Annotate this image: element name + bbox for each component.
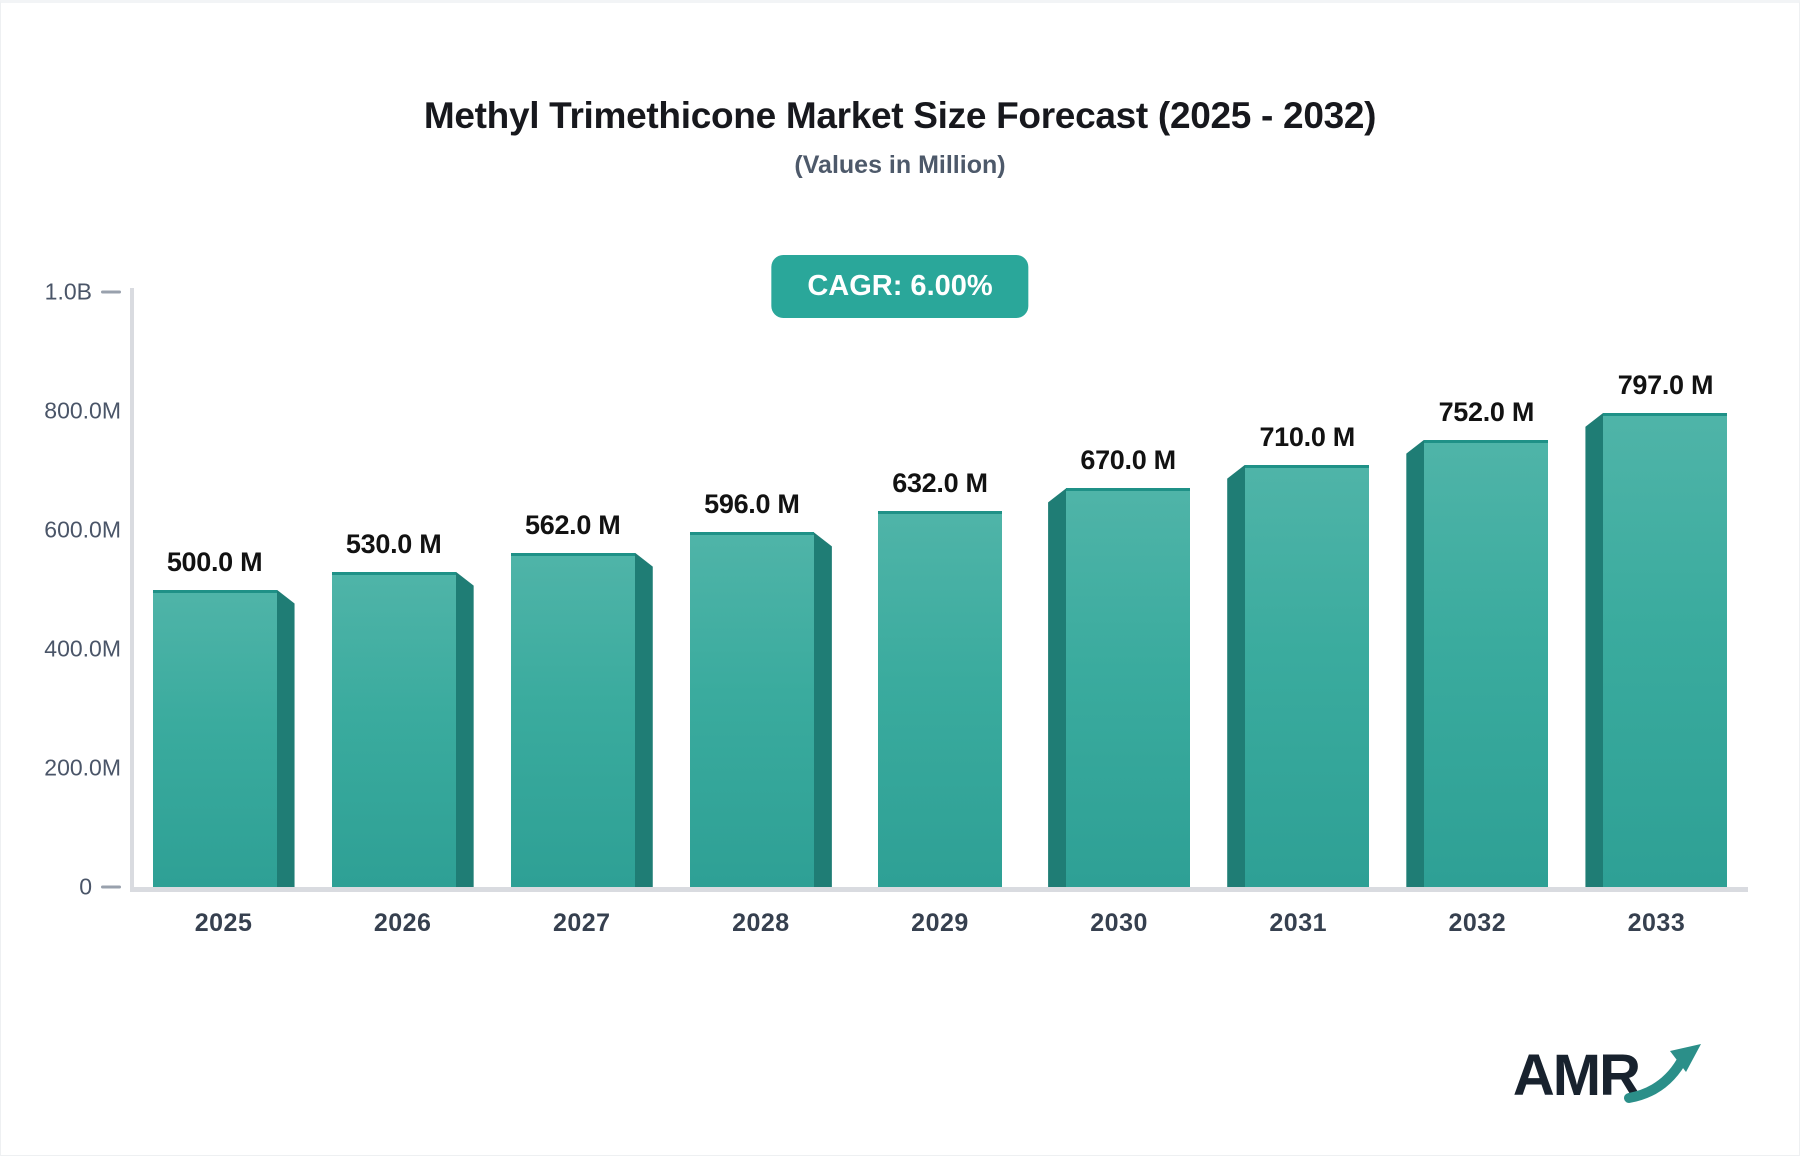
tick-dash [101, 290, 121, 294]
bar-front-face [1424, 439, 1549, 887]
bar-front-face [689, 532, 814, 887]
bar-group-2032: 752.0 M [1406, 292, 1549, 887]
bar-value-label: 530.0 M [345, 528, 442, 559]
y-tick-label: 400.0M [1, 636, 121, 663]
bar-value-label: 710.0 M [1259, 421, 1355, 452]
x-tick-label: 2028 [732, 909, 790, 937]
bar-side-face [455, 571, 474, 887]
y-axis-line [130, 288, 134, 889]
x-tick-label: 2026 [373, 909, 432, 937]
y-tick-text: 1.0B [44, 278, 92, 305]
bar-group-2029: 632.0 M [869, 292, 1011, 887]
bar-value-label: 797.0 M [1617, 369, 1714, 400]
y-tick-label: 800.0M [1, 398, 121, 425]
bar-front-face [152, 589, 277, 887]
y-tick-text: 400.0M [44, 635, 121, 662]
chart-subtitle: (Values in Million) [794, 151, 1006, 179]
y-tick-label: 200.0M [1, 755, 121, 782]
bar-value-label: 670.0 M [1080, 445, 1176, 476]
bar-side-face [1048, 488, 1067, 887]
x-axis-labels: 2025 2026 2027 2028 2029 2030 2031 2032 2033 [134, 909, 1746, 938]
tick-dash [101, 885, 121, 889]
bar-side-face [634, 552, 653, 887]
bar-front-face [1066, 488, 1191, 887]
bar-side-face [276, 589, 295, 887]
x-tick-label: 2027 [552, 909, 611, 937]
bar-front-face [331, 571, 456, 887]
x-axis-baseline [130, 887, 1748, 892]
bar-group-2031: 710.0 M [1227, 292, 1370, 887]
bar-value-label: 632.0 M [892, 467, 988, 498]
plot-area: 500.0 M 530.0 M 562.0 M 596.0 M 632.0 M 670.0… [134, 292, 1746, 887]
x-tick-label: 2032 [1448, 909, 1507, 937]
bar-value-label: 562.0 M [525, 509, 621, 540]
bar-value-label: 752.0 M [1438, 396, 1535, 427]
x-tick-label: 2030 [1090, 909, 1148, 937]
bar-value-label: 500.0 M [166, 546, 263, 577]
bar-group-2027: 562.0 M [510, 292, 653, 887]
y-tick-text: 200.0M [44, 754, 121, 781]
x-tick-label: 2033 [1627, 909, 1686, 937]
cagr-badge: CAGR: 6.00% [771, 255, 1029, 318]
bar-side-face [1227, 464, 1246, 887]
y-tick-text: 800.0M [44, 397, 121, 424]
bar-value-label: 596.0 M [704, 489, 800, 520]
bar-front-face [1603, 412, 1728, 887]
chart-title: Methyl Trimethicone Market Size Forecast… [423, 95, 1377, 136]
x-tick-label: 2025 [194, 909, 253, 937]
bar-group-2030: 670.0 M [1048, 292, 1191, 887]
y-tick-label: 1.0B [1, 279, 121, 306]
trend-up-arrow-icon [1624, 1044, 1701, 1103]
bar-front-face [1245, 464, 1370, 887]
bar-side-face [1585, 412, 1604, 887]
bar-group-2033: 797.0 M [1585, 292, 1728, 887]
bar-side-face [813, 532, 832, 887]
amr-logo: AMR [1513, 1040, 1703, 1105]
x-tick-label: 2031 [1269, 909, 1328, 937]
bar-group-2026: 530.0 M [331, 292, 474, 887]
bar-front-face [877, 510, 1002, 887]
bar-front-face [510, 552, 635, 887]
y-tick-text: 0 [79, 873, 92, 900]
y-tick-label: 600.0M [1, 517, 121, 544]
bar-group-2025: 500.0 M [152, 292, 295, 887]
x-tick-label: 2029 [911, 909, 969, 937]
bar-side-face [1406, 439, 1425, 887]
y-axis-ticks: 0 200.0M 400.0M 600.0M 800.0M 1.0B [1, 279, 121, 900]
y-tick-label: 0 [1, 874, 121, 901]
bar-group-2028: 596.0 M [689, 292, 832, 887]
amr-logo-text: AMR [1512, 1043, 1641, 1108]
bars-container: 500.0 M 530.0 M 562.0 M 596.0 M 632.0 M 670.0… [134, 292, 1746, 887]
y-tick-text: 600.0M [44, 516, 121, 543]
